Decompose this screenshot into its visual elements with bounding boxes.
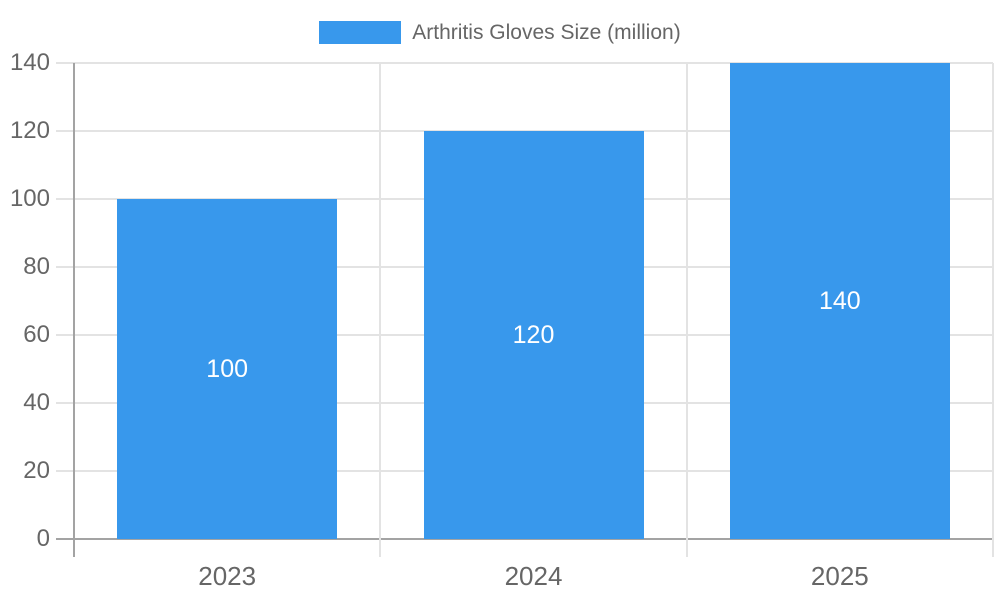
bar — [117, 199, 338, 539]
x-axis-tick-label: 2024 — [504, 561, 563, 591]
y-axis-tick-label: 0 — [36, 525, 50, 552]
gridline-vertical — [992, 63, 994, 557]
bar-value-label: 140 — [818, 287, 861, 315]
bar-value-label: 100 — [206, 355, 249, 383]
gridline-vertical — [685, 63, 688, 557]
gridline-horizontal — [56, 62, 993, 64]
bar-value-label: 120 — [512, 321, 555, 349]
legend-label: Arthritis Gloves Size (million) — [412, 20, 681, 44]
y-axis-tick-label: 20 — [23, 457, 50, 484]
bar — [423, 131, 644, 539]
y-axis-tick-label: 40 — [23, 389, 50, 416]
y-axis-tick-label: 60 — [23, 321, 50, 348]
x-axis-tick-label: 2023 — [198, 561, 257, 591]
x-axis-line — [56, 538, 993, 540]
legend: Arthritis Gloves Size (million) — [0, 21, 1000, 44]
x-axis-tick-label: 2025 — [810, 561, 869, 591]
y-axis-line — [73, 63, 75, 557]
legend-swatch — [319, 21, 402, 44]
gridline-vertical — [379, 63, 382, 557]
y-axis-tick-label: 100 — [9, 185, 50, 212]
bar — [729, 63, 950, 539]
y-axis-tick-label: 80 — [23, 253, 50, 280]
y-axis-tick-label: 140 — [9, 49, 50, 76]
y-axis-tick-label: 120 — [9, 117, 50, 144]
